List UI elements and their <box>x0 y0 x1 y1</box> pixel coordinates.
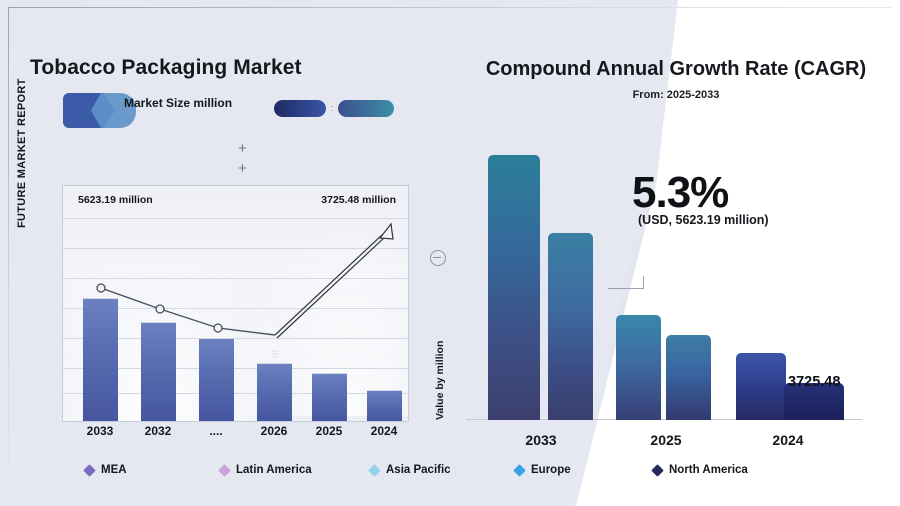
right-chart-baseline <box>466 419 862 420</box>
x-label-2033: 2033 <box>86 424 114 438</box>
cagr-value: 5.3% <box>632 168 729 217</box>
plus-icon-lower: + <box>238 160 247 177</box>
legend-dot-icon <box>218 463 231 477</box>
bar-2033-primary <box>488 155 540 420</box>
bar-2024-secondary <box>784 383 844 420</box>
right-x-label-2025: 2025 <box>650 432 682 448</box>
trend-line-overlay <box>96 222 394 339</box>
value-label-end: 3725.48 million <box>321 194 396 206</box>
legend: MEA Latin America Asia Pacific Europe No… <box>60 463 850 486</box>
gridline <box>63 218 408 219</box>
legend-label: Europe <box>531 464 571 476</box>
top-divider <box>8 7 892 8</box>
plus-icon-upper: + <box>238 140 247 157</box>
left-chart-x-axis: 2033 2032 .... 2026 2025 2024 <box>62 424 407 444</box>
document-watermark-icon <box>271 350 279 358</box>
gridline <box>63 368 408 369</box>
value-label-start: 5623.19 million <box>78 194 153 206</box>
gridline <box>63 338 408 339</box>
left-bar-chart: 5623.19 million 3725.48 million <box>62 185 409 422</box>
bar-2024 <box>367 390 402 421</box>
logo-hexagon-icon <box>63 93 136 128</box>
legend-item-asia-pacific[interactable]: Asia Pacific <box>368 463 451 477</box>
legend-dot-icon <box>83 463 96 477</box>
logo-hexagon-right-icon <box>91 93 136 128</box>
bar-2026 <box>257 363 292 421</box>
legend-item-mea[interactable]: MEA <box>83 463 127 477</box>
bar-2025-primary <box>616 315 661 420</box>
right-bar-chart: 2033 2025 2024 <box>466 150 866 448</box>
left-divider <box>8 7 9 499</box>
bar-mid <box>199 338 234 421</box>
bar-2024-primary <box>736 353 786 420</box>
gridline <box>63 393 408 394</box>
page-subtitle-right: From: 2025-2033 <box>632 89 720 101</box>
x-label-mid: .... <box>209 424 223 438</box>
gridline <box>63 308 408 309</box>
gridline <box>63 248 408 249</box>
cagr-note: (USD, 5623.19 million) <box>638 213 769 227</box>
legend-item-north-america[interactable]: North America <box>651 463 748 477</box>
x-label-2024: 2024 <box>370 424 398 438</box>
brand-vertical-label: FUTURE MARKET REPORT <box>16 78 28 228</box>
bar-2025-secondary <box>666 335 711 420</box>
right-x-label-2024: 2024 <box>772 432 804 448</box>
end-value-label: 3725.48 <box>788 374 841 390</box>
legend-item-europe[interactable]: Europe <box>513 463 571 477</box>
legend-label: North America <box>669 464 748 476</box>
bar-2033 <box>83 298 118 421</box>
legend-dot-icon <box>368 463 381 477</box>
x-label-2032: 2032 <box>144 424 172 438</box>
legend-pill-row: : <box>274 100 394 117</box>
decorative-bracket <box>608 276 644 289</box>
legend-dot-icon <box>651 463 664 477</box>
legend-item-latin-america[interactable]: Latin America <box>218 463 312 477</box>
legend-label: Latin America <box>236 464 312 476</box>
legend-pill-teal <box>338 100 394 117</box>
legend-dot-icon <box>513 463 526 477</box>
legend-pill-separator: : <box>331 103 334 113</box>
value-axis-label: Value by million <box>434 340 446 420</box>
minus-circle-icon <box>430 250 446 266</box>
x-label-2025: 2025 <box>315 424 343 438</box>
page-title-right: Compound Annual Growth Rate (CAGR) <box>485 58 867 80</box>
bar-2032 <box>141 322 176 421</box>
x-label-2026: 2026 <box>260 424 288 438</box>
right-x-label-2033: 2033 <box>525 432 557 448</box>
gridline <box>63 278 408 279</box>
market-size-label: Market Size million <box>124 96 233 110</box>
bar-2033-secondary <box>548 233 593 420</box>
page-title-left: Tobacco Packaging Market <box>30 56 302 79</box>
legend-pill-navy <box>274 100 326 117</box>
legend-label: Asia Pacific <box>386 464 451 476</box>
bar-2025 <box>312 373 347 421</box>
legend-label: MEA <box>101 464 127 476</box>
